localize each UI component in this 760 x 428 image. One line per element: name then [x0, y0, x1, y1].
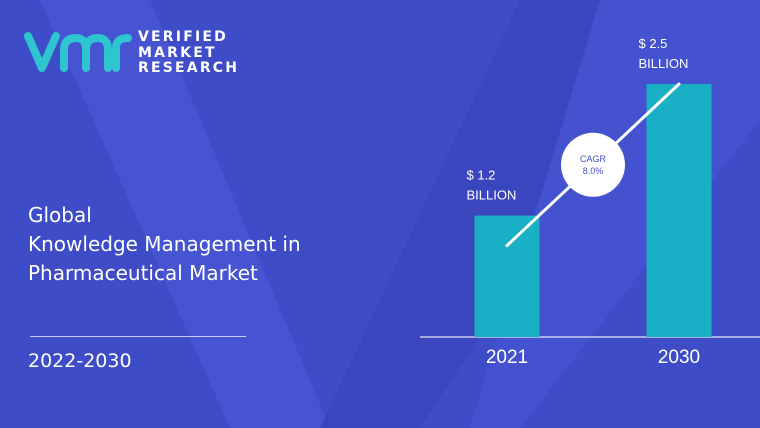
brand-line-2: MARKET	[138, 44, 217, 61]
title-line-2: Knowledge Management in	[28, 232, 301, 256]
cagr-value: 8.0%	[583, 166, 604, 176]
bar-2030	[646, 84, 712, 337]
value-label-2021-2: BILLION	[467, 188, 517, 203]
report-title: Global Knowledge Management in Pharmaceu…	[28, 201, 358, 288]
brand-line-3: RESEARCH	[138, 60, 240, 76]
brand-name: VERIFIED MARKET RESEARCH	[138, 29, 240, 77]
background-v-left	[40, 0, 330, 428]
value-label-2021-1: $ 1.2	[467, 168, 496, 183]
bar-2021	[474, 215, 540, 337]
brand-line-1: VERIFIED	[138, 29, 228, 45]
cagr-label: CAGR	[580, 154, 607, 164]
category-label-2021: 2021	[486, 347, 528, 368]
title-line-3: Pharmaceutical Market	[28, 261, 258, 285]
forecast-period: 2022-2030	[28, 350, 132, 372]
value-label-2030-2: BILLION	[639, 56, 689, 71]
vmr-logo-icon	[24, 32, 132, 72]
category-label-2030: 2030	[658, 347, 700, 368]
brand-logo: VERIFIED MARKET RESEARCH	[24, 28, 244, 82]
value-label-2030-1: $ 2.5	[639, 36, 668, 51]
cagr-badge	[561, 132, 625, 197]
title-divider	[30, 336, 246, 337]
title-line-1: Global	[28, 203, 92, 227]
